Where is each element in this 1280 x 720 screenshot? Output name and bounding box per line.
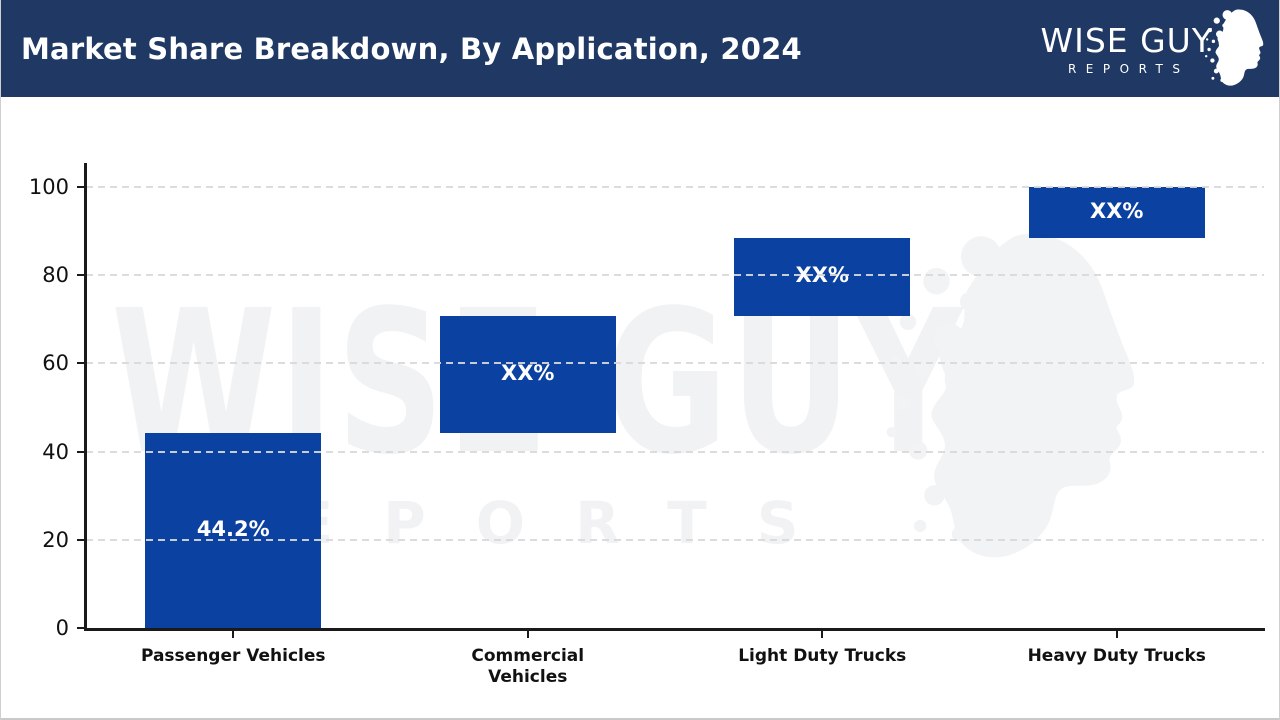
brand-logo-text: WISE GUY REPORTS — [1040, 20, 1213, 76]
header-bar: Market Share Breakdown, By Application, … — [1, 0, 1279, 97]
y-tick-label-80: 80 — [42, 263, 69, 288]
brand-name: WISE GUY — [1040, 20, 1213, 60]
gridline-80 — [86, 274, 1264, 277]
y-tick-80 — [77, 274, 86, 277]
x-tick-label-2: Commercial Vehicles — [471, 646, 585, 687]
y-tick-label-100: 100 — [28, 175, 69, 199]
bar-segment-2: XX% — [439, 316, 616, 434]
x-tick-label-4: Heavy Duty Trucks — [1027, 646, 1206, 666]
x-tick-3 — [821, 631, 824, 638]
y-tick-label-0: 0 — [55, 616, 69, 640]
y-tick-label-40: 40 — [42, 439, 69, 464]
x-tick-2 — [526, 631, 529, 638]
page-title: Market Share Breakdown, By Application, … — [21, 31, 802, 66]
bar-segment-4: XX% — [1028, 187, 1205, 239]
brand-subtitle: REPORTS — [1067, 61, 1190, 76]
y-tick-60 — [77, 362, 86, 365]
y-tick-label-20: 20 — [42, 527, 69, 552]
y-tick-40 — [77, 450, 86, 453]
x-axis-line — [84, 628, 1265, 631]
brand-logo: WISE GUY REPORTS — [1040, 8, 1271, 90]
x-tick-1 — [232, 631, 235, 638]
y-tick-100 — [77, 186, 86, 188]
gridline-40 — [86, 450, 1264, 453]
bar-segment-3: XX% — [734, 238, 911, 317]
gridline-60 — [86, 362, 1264, 365]
gridline-100 — [86, 186, 1264, 188]
x-tick-4 — [1115, 631, 1118, 638]
y-tick-0 — [77, 627, 86, 629]
y-tick-label-60: 60 — [42, 351, 69, 376]
bar-value-label-2: XX% — [501, 360, 555, 385]
y-axis-line — [84, 163, 87, 631]
y-tick-20 — [77, 538, 86, 541]
x-tick-label-3: Light Duty Trucks — [738, 646, 907, 666]
bar-segment-1: 44.2% — [145, 433, 322, 628]
bar-value-label-4: XX% — [1090, 198, 1144, 223]
x-tick-label-1: Passenger Vehicles — [140, 646, 326, 666]
chart-area: WISE GUY REPORTS 0 20 40 60 80 100 44.2% Passen… — [1, 97, 1279, 718]
brand-face-icon — [1199, 8, 1271, 90]
bar-value-label-1: 44.2% — [196, 516, 270, 541]
bottom-border — [1, 718, 1279, 720]
gridline-20 — [86, 538, 1264, 541]
